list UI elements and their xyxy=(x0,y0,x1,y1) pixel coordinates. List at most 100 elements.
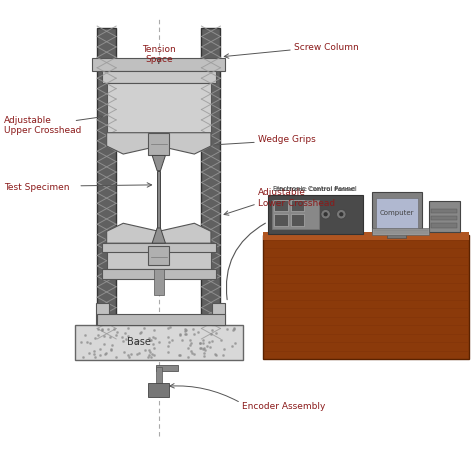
Text: Computer: Computer xyxy=(380,210,414,216)
Polygon shape xyxy=(152,155,165,171)
Point xyxy=(190,330,198,337)
Point xyxy=(197,344,205,352)
Point xyxy=(101,350,109,358)
Point xyxy=(219,351,227,358)
Point xyxy=(100,333,108,340)
FancyBboxPatch shape xyxy=(274,200,288,211)
Text: Tension
Space: Tension Space xyxy=(142,45,176,64)
Point xyxy=(145,351,153,358)
Point xyxy=(146,334,153,342)
Point xyxy=(122,329,129,337)
FancyBboxPatch shape xyxy=(107,243,211,269)
Point xyxy=(104,325,111,333)
Point xyxy=(95,326,102,333)
Point xyxy=(182,327,190,334)
Point xyxy=(112,332,119,339)
Point xyxy=(112,354,119,361)
Point xyxy=(97,346,104,353)
Point xyxy=(166,323,174,331)
Point xyxy=(231,339,238,346)
Point xyxy=(149,333,157,341)
Point xyxy=(200,339,207,347)
FancyBboxPatch shape xyxy=(102,243,216,252)
Text: Encoder Assembly: Encoder Assembly xyxy=(242,402,325,411)
Point xyxy=(124,324,132,332)
FancyBboxPatch shape xyxy=(75,325,243,360)
Point xyxy=(164,334,171,341)
FancyBboxPatch shape xyxy=(212,303,225,325)
Point xyxy=(200,353,208,360)
Point xyxy=(108,345,115,353)
FancyBboxPatch shape xyxy=(102,71,216,83)
Point xyxy=(77,338,84,346)
FancyBboxPatch shape xyxy=(274,214,288,226)
Point xyxy=(188,349,195,356)
Point xyxy=(184,344,192,352)
Point xyxy=(145,354,152,361)
Point xyxy=(135,349,142,356)
Point xyxy=(208,326,216,333)
Point xyxy=(211,350,219,358)
Point xyxy=(218,337,225,344)
Point xyxy=(122,336,130,343)
Text: Wedge Grips: Wedge Grips xyxy=(258,136,316,144)
Polygon shape xyxy=(107,223,211,243)
Point xyxy=(110,325,118,333)
Point xyxy=(80,354,87,361)
FancyBboxPatch shape xyxy=(263,235,469,359)
Point xyxy=(147,353,155,361)
Point xyxy=(230,325,237,333)
Point xyxy=(207,330,215,337)
Point xyxy=(230,325,237,332)
Text: Electronic Control Pannel: Electronic Control Pannel xyxy=(276,187,355,192)
Point xyxy=(223,326,230,333)
Point xyxy=(208,337,216,345)
Point xyxy=(228,342,236,349)
Point xyxy=(91,353,99,360)
FancyBboxPatch shape xyxy=(376,198,418,228)
Point xyxy=(196,340,204,347)
Point xyxy=(186,336,194,344)
FancyBboxPatch shape xyxy=(156,365,178,371)
FancyBboxPatch shape xyxy=(97,28,116,339)
Circle shape xyxy=(337,210,346,219)
Point xyxy=(145,346,153,354)
Point xyxy=(176,352,184,359)
Point xyxy=(124,332,131,339)
Point xyxy=(146,336,154,344)
Point xyxy=(205,338,213,346)
Text: Adjustable
Upper Crosshead: Adjustable Upper Crosshead xyxy=(4,116,81,135)
Text: Test Specimen: Test Specimen xyxy=(4,183,69,191)
Point xyxy=(146,348,154,356)
Point xyxy=(151,334,159,341)
Point xyxy=(155,338,163,346)
FancyBboxPatch shape xyxy=(97,314,225,325)
FancyBboxPatch shape xyxy=(96,303,109,325)
FancyBboxPatch shape xyxy=(201,28,220,339)
Point xyxy=(81,331,88,338)
Point xyxy=(148,350,156,357)
FancyBboxPatch shape xyxy=(388,233,407,238)
Point xyxy=(107,346,114,354)
Point xyxy=(201,350,208,357)
FancyBboxPatch shape xyxy=(107,83,211,133)
Point xyxy=(177,330,184,338)
Point xyxy=(135,337,142,345)
Point xyxy=(207,343,214,351)
FancyBboxPatch shape xyxy=(372,192,422,232)
Circle shape xyxy=(324,213,327,216)
Polygon shape xyxy=(107,133,211,154)
FancyBboxPatch shape xyxy=(157,171,160,228)
Point xyxy=(165,338,173,346)
FancyBboxPatch shape xyxy=(148,383,169,397)
Circle shape xyxy=(321,210,330,219)
Point xyxy=(178,336,186,344)
FancyBboxPatch shape xyxy=(263,232,469,240)
Point xyxy=(187,339,194,346)
FancyBboxPatch shape xyxy=(291,214,304,226)
Point xyxy=(184,354,192,361)
Point xyxy=(124,351,132,359)
Point xyxy=(149,341,156,348)
Point xyxy=(118,334,126,341)
Point xyxy=(199,336,206,344)
